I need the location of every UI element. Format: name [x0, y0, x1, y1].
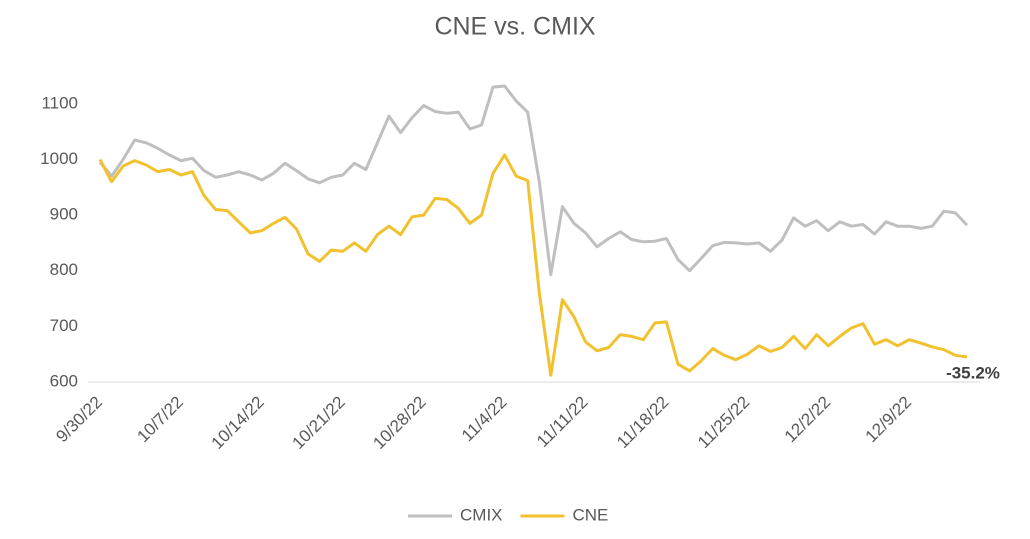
x-tick-label: 11/4/22 [458, 393, 511, 446]
x-tick-label: 10/28/22 [369, 393, 429, 453]
x-tick-label: 10/21/22 [289, 393, 349, 453]
y-tick-label: 700 [50, 316, 78, 335]
y-tick-label: 600 [50, 371, 78, 390]
x-tick-label: 9/30/22 [52, 393, 106, 447]
x-tick-label: 10/14/22 [208, 393, 268, 453]
x-tick-label: 11/25/22 [694, 393, 753, 452]
annotation: -35.2% [946, 363, 1000, 382]
x-tick-label: 12/9/22 [862, 393, 916, 447]
x-tick-label: 12/2/22 [781, 393, 835, 447]
y-tick-label: 1000 [40, 149, 78, 168]
x-tick-label: 10/7/22 [133, 393, 187, 447]
y-tick-label: 800 [50, 260, 78, 279]
x-tick-label: 11/11/22 [533, 393, 591, 451]
series-line [98, 153, 968, 377]
x-tick-label: 11/18/22 [613, 393, 672, 452]
y-tick-label: 900 [50, 205, 78, 224]
series-line [98, 84, 969, 277]
legend-label: CMIX [460, 505, 503, 524]
chart-title: CNE vs. CMIX [434, 13, 595, 41]
y-tick-label: 1100 [41, 93, 78, 112]
legend-label: CNE [573, 505, 609, 524]
